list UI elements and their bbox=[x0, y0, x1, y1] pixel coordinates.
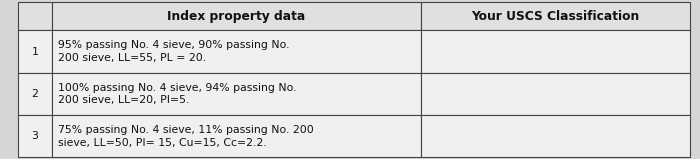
Text: 1: 1 bbox=[32, 47, 38, 57]
Bar bbox=[52, 73, 421, 115]
Text: 95% passing No. 4 sieve, 90% passing No.
200 sieve, LL=55, PL = 20.: 95% passing No. 4 sieve, 90% passing No.… bbox=[58, 40, 290, 63]
Bar bbox=[52, 2, 421, 30]
Bar bbox=[52, 115, 421, 157]
Text: 2: 2 bbox=[32, 89, 38, 99]
Text: 3: 3 bbox=[32, 131, 38, 141]
Bar bbox=[18, 2, 52, 30]
Text: Your USCS Classification: Your USCS Classification bbox=[471, 10, 639, 23]
Bar bbox=[18, 115, 52, 157]
Bar bbox=[421, 115, 690, 157]
Bar bbox=[421, 73, 690, 115]
Bar bbox=[18, 30, 52, 73]
Bar bbox=[18, 73, 52, 115]
Bar bbox=[421, 2, 690, 30]
Bar bbox=[421, 30, 690, 73]
Text: Index property data: Index property data bbox=[167, 10, 306, 23]
Text: 75% passing No. 4 sieve, 11% passing No. 200
sieve, LL=50, PI= 15, Cu=15, Cc=2.2: 75% passing No. 4 sieve, 11% passing No.… bbox=[58, 125, 314, 148]
Bar bbox=[52, 30, 421, 73]
Text: 100% passing No. 4 sieve, 94% passing No.
200 sieve, LL=20, PI=5.: 100% passing No. 4 sieve, 94% passing No… bbox=[58, 83, 297, 105]
